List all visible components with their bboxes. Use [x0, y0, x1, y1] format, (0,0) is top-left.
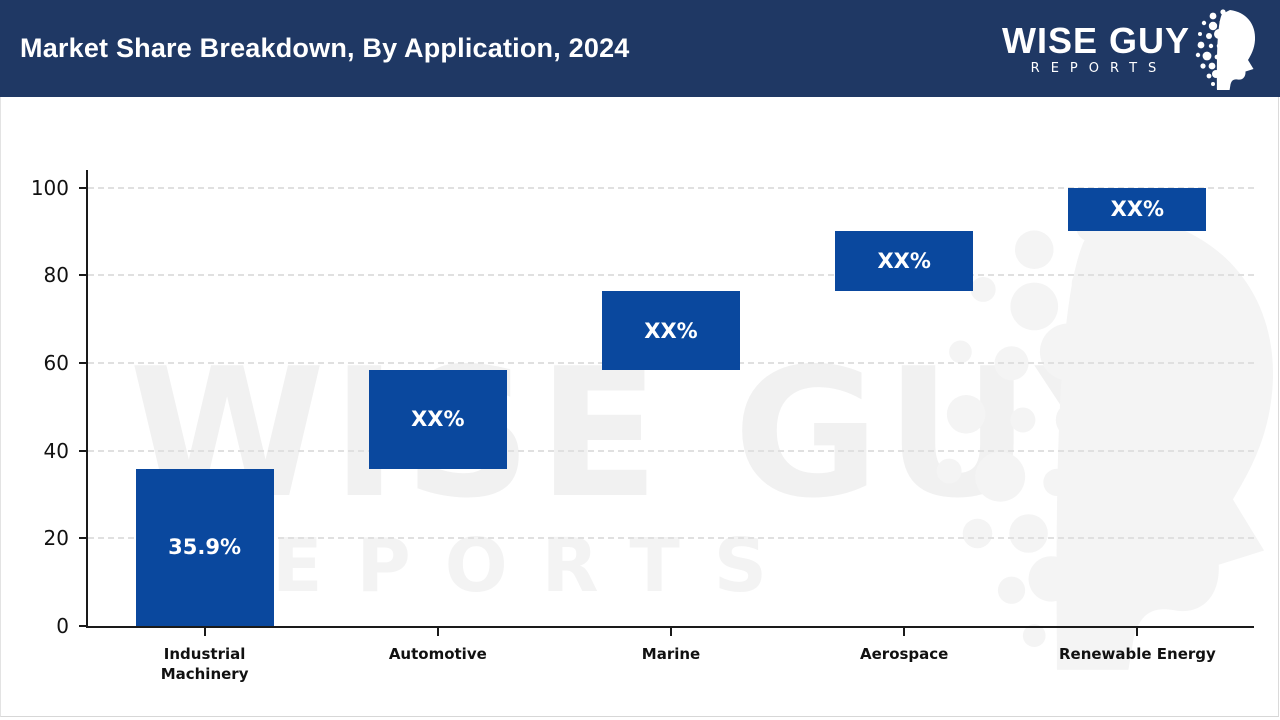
y-tick-label: 40 — [43, 438, 69, 463]
brand-logo: WISE GUY REPORTS — [1002, 8, 1260, 90]
x-category-label: Automotive — [388, 645, 487, 663]
y-tick-mark — [79, 449, 86, 452]
header-bar: Market Share Breakdown, By Application, … — [0, 0, 1280, 97]
x-tick-mark — [670, 628, 672, 636]
bar-value-label: XX% — [1110, 197, 1165, 222]
chart-area: WISE GUY REPORTS 0 20 40 60 80 100 35.9% Indust… — [0, 97, 1279, 717]
x-tick-mark — [436, 628, 439, 636]
x-category-label: Renewable Energy — [1058, 645, 1216, 663]
y-tick-label: 60 — [43, 350, 69, 375]
watermark-head-icon — [936, 212, 1274, 670]
gridline-20 — [88, 537, 1254, 540]
gridline-100 — [88, 186, 1254, 189]
y-tick-label: 0 — [56, 614, 69, 638]
gridline-40 — [88, 449, 1254, 452]
x-tick-mark — [903, 628, 906, 636]
y-tick-mark — [79, 625, 86, 627]
y-tick-label: 100 — [30, 175, 69, 200]
x-category-label: Aerospace — [860, 645, 949, 663]
y-tick-label: 80 — [43, 263, 69, 288]
x-tick-mark — [1136, 628, 1139, 636]
bar-renewable-energy: XX% — [1068, 187, 1207, 232]
brand-subname: REPORTS — [1030, 60, 1168, 76]
bar-value-label: XX% — [644, 318, 698, 343]
x-tick-mark — [203, 628, 206, 636]
bar-value-label: XX% — [877, 248, 931, 273]
x-category-label: Marine — [641, 645, 701, 663]
y-tick-mark — [79, 274, 86, 277]
plot-area: 0 20 40 60 80 100 35.9% Industrial Machinery XX%… — [31, 170, 1254, 683]
x-axis-line — [86, 626, 1254, 628]
y-tick-mark — [79, 537, 86, 540]
bar-value-label: XX% — [411, 407, 465, 432]
y-tick-label: 20 — [43, 526, 69, 551]
bar-aerospace: XX% — [835, 231, 974, 291]
bar-automotive: XX% — [368, 370, 507, 469]
bar-value-label: 35.9% — [168, 535, 242, 560]
bar-marine: XX% — [602, 291, 740, 371]
y-tick-mark — [79, 361, 86, 364]
watermark-text-2: REPORTS — [181, 523, 802, 609]
bar-industrial-machinery: 35.9% — [135, 468, 274, 626]
dotted-head-icon — [1195, 8, 1256, 90]
gridline-80 — [88, 274, 1254, 277]
brand-name: WISE GUY — [1001, 19, 1190, 61]
brand-logo-text: WISE GUY REPORTS — [1001, 19, 1190, 76]
x-category-label: Industrial Machinery — [160, 645, 249, 684]
y-tick-mark — [79, 186, 86, 189]
page-title: Market Share Breakdown, By Application, … — [20, 33, 630, 63]
y-axis-line — [86, 170, 88, 628]
